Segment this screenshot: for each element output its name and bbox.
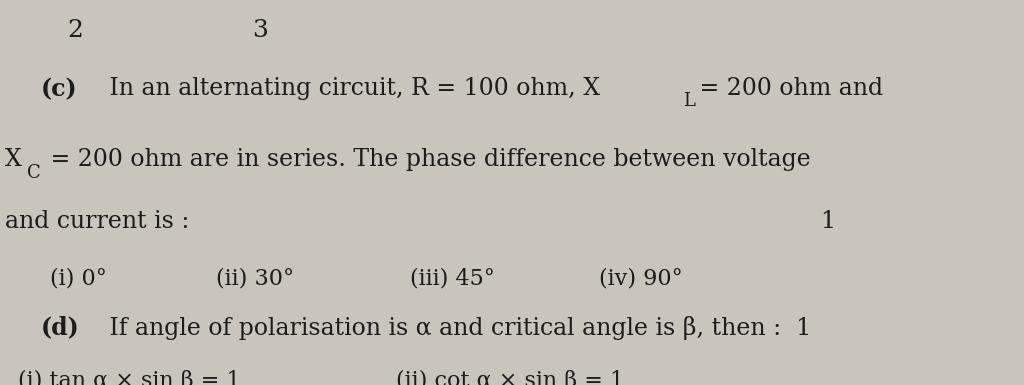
Text: = 200 ohm and: = 200 ohm and: [692, 77, 883, 100]
Text: L: L: [683, 92, 695, 110]
Text: (ii) 30°: (ii) 30°: [216, 268, 294, 290]
Text: In an alternating circuit, R = 100 ohm, X: In an alternating circuit, R = 100 ohm, …: [101, 77, 600, 100]
Text: and current is :: and current is :: [4, 210, 188, 233]
Text: (ii) cot α × sin β = 1: (ii) cot α × sin β = 1: [396, 370, 625, 385]
Text: 2: 2: [68, 19, 84, 42]
Text: = 200 ohm are in series. The phase difference between voltage: = 200 ohm are in series. The phase diffe…: [43, 148, 811, 171]
Text: C: C: [27, 164, 41, 182]
Text: (c): (c): [41, 77, 77, 101]
Text: 1: 1: [820, 210, 836, 233]
Text: If angle of polarisation is α and critical angle is β, then :  1: If angle of polarisation is α and critic…: [101, 316, 811, 340]
Text: (i) tan α × sin β = 1: (i) tan α × sin β = 1: [18, 370, 241, 385]
Text: (iv) 90°: (iv) 90°: [599, 268, 683, 290]
Text: 3: 3: [252, 19, 268, 42]
Text: X: X: [4, 148, 22, 171]
Text: (d): (d): [41, 316, 79, 340]
Text: (iii) 45°: (iii) 45°: [410, 268, 495, 290]
Text: (i) 0°: (i) 0°: [49, 268, 106, 290]
